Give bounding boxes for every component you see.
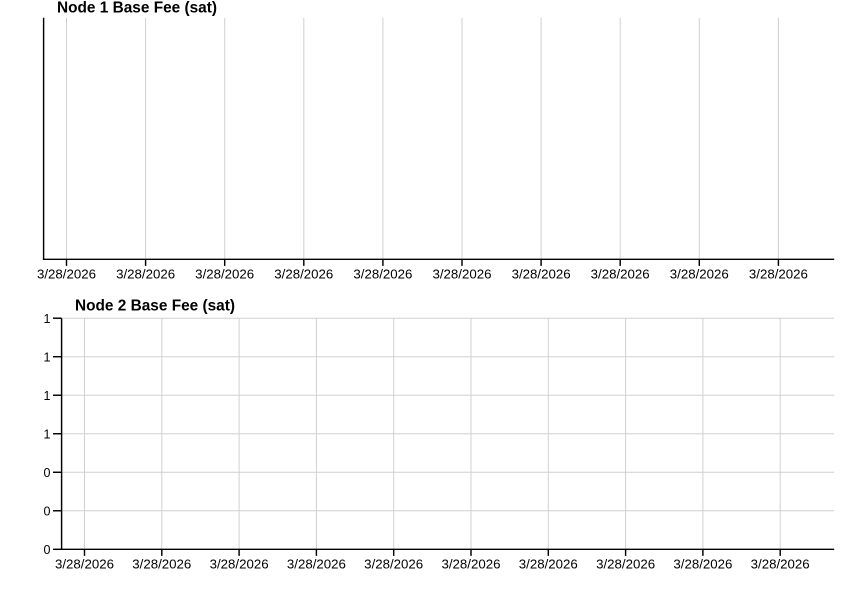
svg-text:3/28/2026: 3/28/2026	[210, 558, 269, 572]
svg-text:3/28/2026: 3/28/2026	[55, 558, 114, 572]
svg-text:1: 1	[44, 389, 51, 403]
svg-text:3/28/2026: 3/28/2026	[353, 268, 412, 282]
svg-text:1: 1	[44, 312, 51, 326]
svg-text:3/28/2026: 3/28/2026	[195, 268, 254, 282]
svg-text:3/28/2026: 3/28/2026	[751, 558, 810, 572]
svg-text:Node 1 Base Fee (sat): Node 1 Base Fee (sat)	[57, 0, 217, 17]
svg-text:1: 1	[44, 350, 51, 364]
svg-text:3/28/2026: 3/28/2026	[749, 268, 808, 282]
svg-text:3/28/2026: 3/28/2026	[433, 268, 492, 282]
svg-text:3/28/2026: 3/28/2026	[287, 558, 346, 572]
svg-text:3/28/2026: 3/28/2026	[116, 268, 175, 282]
svg-text:3/28/2026: 3/28/2026	[519, 558, 578, 572]
svg-text:0: 0	[44, 543, 51, 557]
svg-text:3/28/2026: 3/28/2026	[670, 268, 729, 282]
svg-text:0: 0	[44, 466, 51, 480]
svg-text:0: 0	[44, 504, 51, 518]
svg-text:3/28/2026: 3/28/2026	[512, 268, 571, 282]
svg-text:3/28/2026: 3/28/2026	[442, 558, 501, 572]
svg-text:Node 2 Base Fee (sat): Node 2 Base Fee (sat)	[75, 298, 235, 315]
svg-text:3/28/2026: 3/28/2026	[132, 558, 191, 572]
svg-text:3/28/2026: 3/28/2026	[364, 558, 423, 572]
svg-text:3/28/2026: 3/28/2026	[591, 268, 650, 282]
svg-text:3/28/2026: 3/28/2026	[274, 268, 333, 282]
svg-text:3/28/2026: 3/28/2026	[37, 268, 96, 282]
svg-text:1: 1	[44, 427, 51, 441]
svg-text:3/28/2026: 3/28/2026	[596, 558, 655, 572]
svg-text:3/28/2026: 3/28/2026	[673, 558, 732, 572]
